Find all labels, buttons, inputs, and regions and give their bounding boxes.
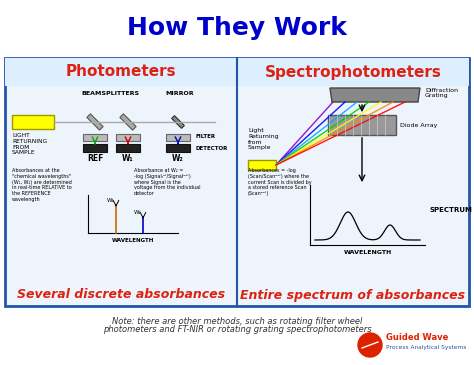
Text: W₂: W₂: [133, 210, 141, 215]
FancyBboxPatch shape: [166, 134, 190, 141]
Text: Process Analytical Systems: Process Analytical Systems: [386, 345, 466, 350]
Text: Entire spectrum of absorbances: Entire spectrum of absorbances: [240, 288, 465, 301]
Text: Diffraction
Grating: Diffraction Grating: [425, 88, 458, 99]
Text: Photometers: Photometers: [66, 65, 176, 80]
Text: Note: there are other methods, such as rotating filter wheel: Note: there are other methods, such as r…: [112, 317, 362, 326]
Text: photometers and FT-NIR or rotating grating spectrophotometers: photometers and FT-NIR or rotating grati…: [103, 325, 371, 334]
FancyBboxPatch shape: [248, 160, 276, 170]
FancyBboxPatch shape: [83, 144, 107, 152]
Text: W₁: W₁: [122, 154, 134, 163]
FancyBboxPatch shape: [166, 144, 190, 152]
Text: Diode Array: Diode Array: [400, 123, 438, 127]
Text: SPECTRUM: SPECTRUM: [430, 207, 473, 213]
Text: Absorbance at W₂ =
-log (Signalᵣᵉᶠ/Signalᴿᵉᶠ)
where Signal is the
voltage from t: Absorbance at W₂ = -log (Signalᵣᵉᶠ/Signa…: [134, 168, 201, 196]
Text: Light
Returning
from
Sample: Light Returning from Sample: [248, 128, 279, 150]
Text: LIGHT
RETURNING
FROM
SAMPLE: LIGHT RETURNING FROM SAMPLE: [12, 133, 47, 155]
Text: Absorbances at the
"chemical wavelengths"
(W₁, W₂) are determined
in real-time R: Absorbances at the "chemical wavelengths…: [12, 168, 72, 202]
FancyBboxPatch shape: [83, 134, 107, 141]
Polygon shape: [120, 114, 136, 130]
FancyBboxPatch shape: [328, 115, 396, 135]
FancyBboxPatch shape: [116, 134, 140, 141]
Text: REF: REF: [87, 154, 103, 163]
Text: DETECTOR: DETECTOR: [196, 146, 228, 150]
Text: Guided Wave: Guided Wave: [386, 334, 448, 342]
FancyBboxPatch shape: [116, 144, 140, 152]
FancyBboxPatch shape: [5, 58, 237, 86]
Text: BEAMSPLITTERS: BEAMSPLITTERS: [81, 91, 139, 96]
FancyBboxPatch shape: [12, 115, 54, 129]
FancyBboxPatch shape: [237, 58, 469, 86]
Text: Several discrete absorbances: Several discrete absorbances: [17, 288, 225, 301]
Polygon shape: [172, 116, 184, 128]
Text: Spectrophotometers: Spectrophotometers: [264, 65, 441, 80]
Text: W₂: W₂: [172, 154, 184, 163]
Text: How They Work: How They Work: [127, 16, 347, 40]
Text: WAVELENGTH: WAVELENGTH: [112, 238, 154, 243]
Circle shape: [358, 333, 382, 357]
Text: WAVELENGTH: WAVELENGTH: [343, 250, 392, 255]
FancyBboxPatch shape: [5, 58, 469, 306]
Text: MIRROR: MIRROR: [166, 91, 194, 96]
Polygon shape: [87, 114, 103, 130]
Polygon shape: [330, 88, 420, 102]
Text: Absorbances = -log
(Scan/Scanᴿᵉᶠ) where the
current Scan is divided by
a stored : Absorbances = -log (Scan/Scanᴿᵉᶠ) where …: [248, 168, 311, 196]
Text: FILTER: FILTER: [196, 134, 216, 139]
Text: W₁: W₁: [106, 198, 114, 203]
